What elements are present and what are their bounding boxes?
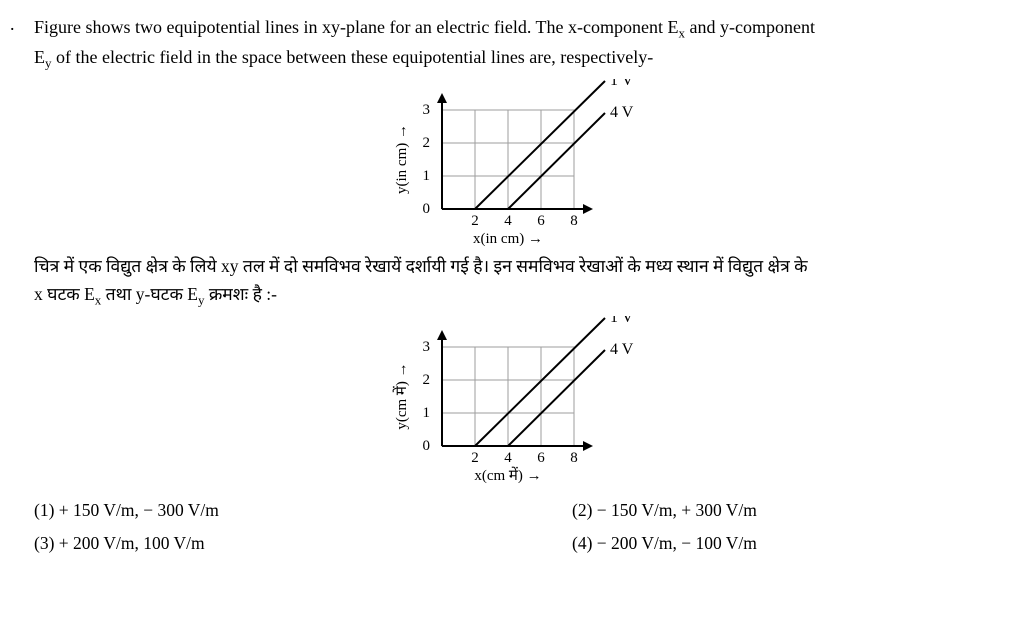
svg-text:1: 1 bbox=[423, 168, 431, 184]
figure-2: 1 V 4 V 0 1 2 3 2 4 6 8 x(cm में) → y(cm… bbox=[34, 316, 990, 486]
svg-text:8: 8 bbox=[570, 450, 578, 466]
option-2: (2) − 150 V/m, + 300 V/m bbox=[512, 494, 990, 527]
svg-text:8: 8 bbox=[570, 213, 578, 229]
svg-text:2: 2 bbox=[423, 135, 431, 151]
svg-text:6: 6 bbox=[537, 213, 545, 229]
q-en-line2-head: E bbox=[34, 47, 45, 67]
svg-text:y(cm में) →: y(cm में) → bbox=[392, 363, 410, 430]
options: (1) + 150 V/m, − 300 V/m (2) − 150 V/m, … bbox=[34, 494, 990, 560]
svg-text:1: 1 bbox=[423, 405, 431, 421]
figure-1: 1 V 4 V 0 1 2 3 2 4 6 8 x(in cm) → y(in … bbox=[34, 79, 990, 249]
svg-text:3: 3 bbox=[423, 339, 431, 355]
svg-text:x(cm में) →: x(cm में) → bbox=[474, 466, 541, 484]
svg-text:2: 2 bbox=[471, 213, 479, 229]
svg-text:4: 4 bbox=[504, 450, 512, 466]
q-hi-line2c: क्रमशः है :- bbox=[204, 284, 276, 304]
svg-text:y(in cm) →: y(in cm) → bbox=[394, 124, 410, 194]
q-en-line2-tail: of the electric field in the space betwe… bbox=[52, 47, 654, 67]
label-4v: 4 V bbox=[610, 104, 634, 121]
q-hi-line1: चित्र में एक विद्युत क्षेत्र के लिये xy … bbox=[34, 256, 808, 276]
svg-text:3: 3 bbox=[423, 102, 431, 118]
option-4: (4) − 200 V/m, − 100 V/m bbox=[512, 527, 990, 560]
q-hi-line2b: तथा y-घटक E bbox=[101, 284, 198, 304]
page: . Figure shows two equipotential lines i… bbox=[0, 0, 1024, 570]
q-en-line1-tail: and y-component bbox=[685, 17, 815, 37]
question-number-dot: . bbox=[10, 14, 15, 35]
question-english: Figure shows two equipotential lines in … bbox=[34, 14, 990, 73]
q-en-line1: Figure shows two equipotential lines in … bbox=[34, 17, 679, 37]
svg-text:2: 2 bbox=[471, 450, 479, 466]
option-1: (1) + 150 V/m, − 300 V/m bbox=[34, 494, 512, 527]
svg-text:2: 2 bbox=[423, 372, 431, 388]
question-hindi: चित्र में एक विद्युत क्षेत्र के लिये xy … bbox=[34, 253, 990, 310]
svg-text:4 V: 4 V bbox=[610, 341, 634, 358]
q-hi-line2a: x घटक E bbox=[34, 284, 95, 304]
svg-text:0: 0 bbox=[423, 438, 431, 454]
svg-text:6: 6 bbox=[537, 450, 545, 466]
option-3: (3) + 200 V/m, 100 V/m bbox=[34, 527, 512, 560]
svg-text:1 V: 1 V bbox=[610, 316, 634, 326]
svg-text:x(in cm) →: x(in cm) → bbox=[473, 231, 543, 247]
label-1v: 1 V bbox=[610, 79, 634, 89]
svg-text:4: 4 bbox=[504, 213, 512, 229]
svg-text:0: 0 bbox=[423, 201, 431, 217]
